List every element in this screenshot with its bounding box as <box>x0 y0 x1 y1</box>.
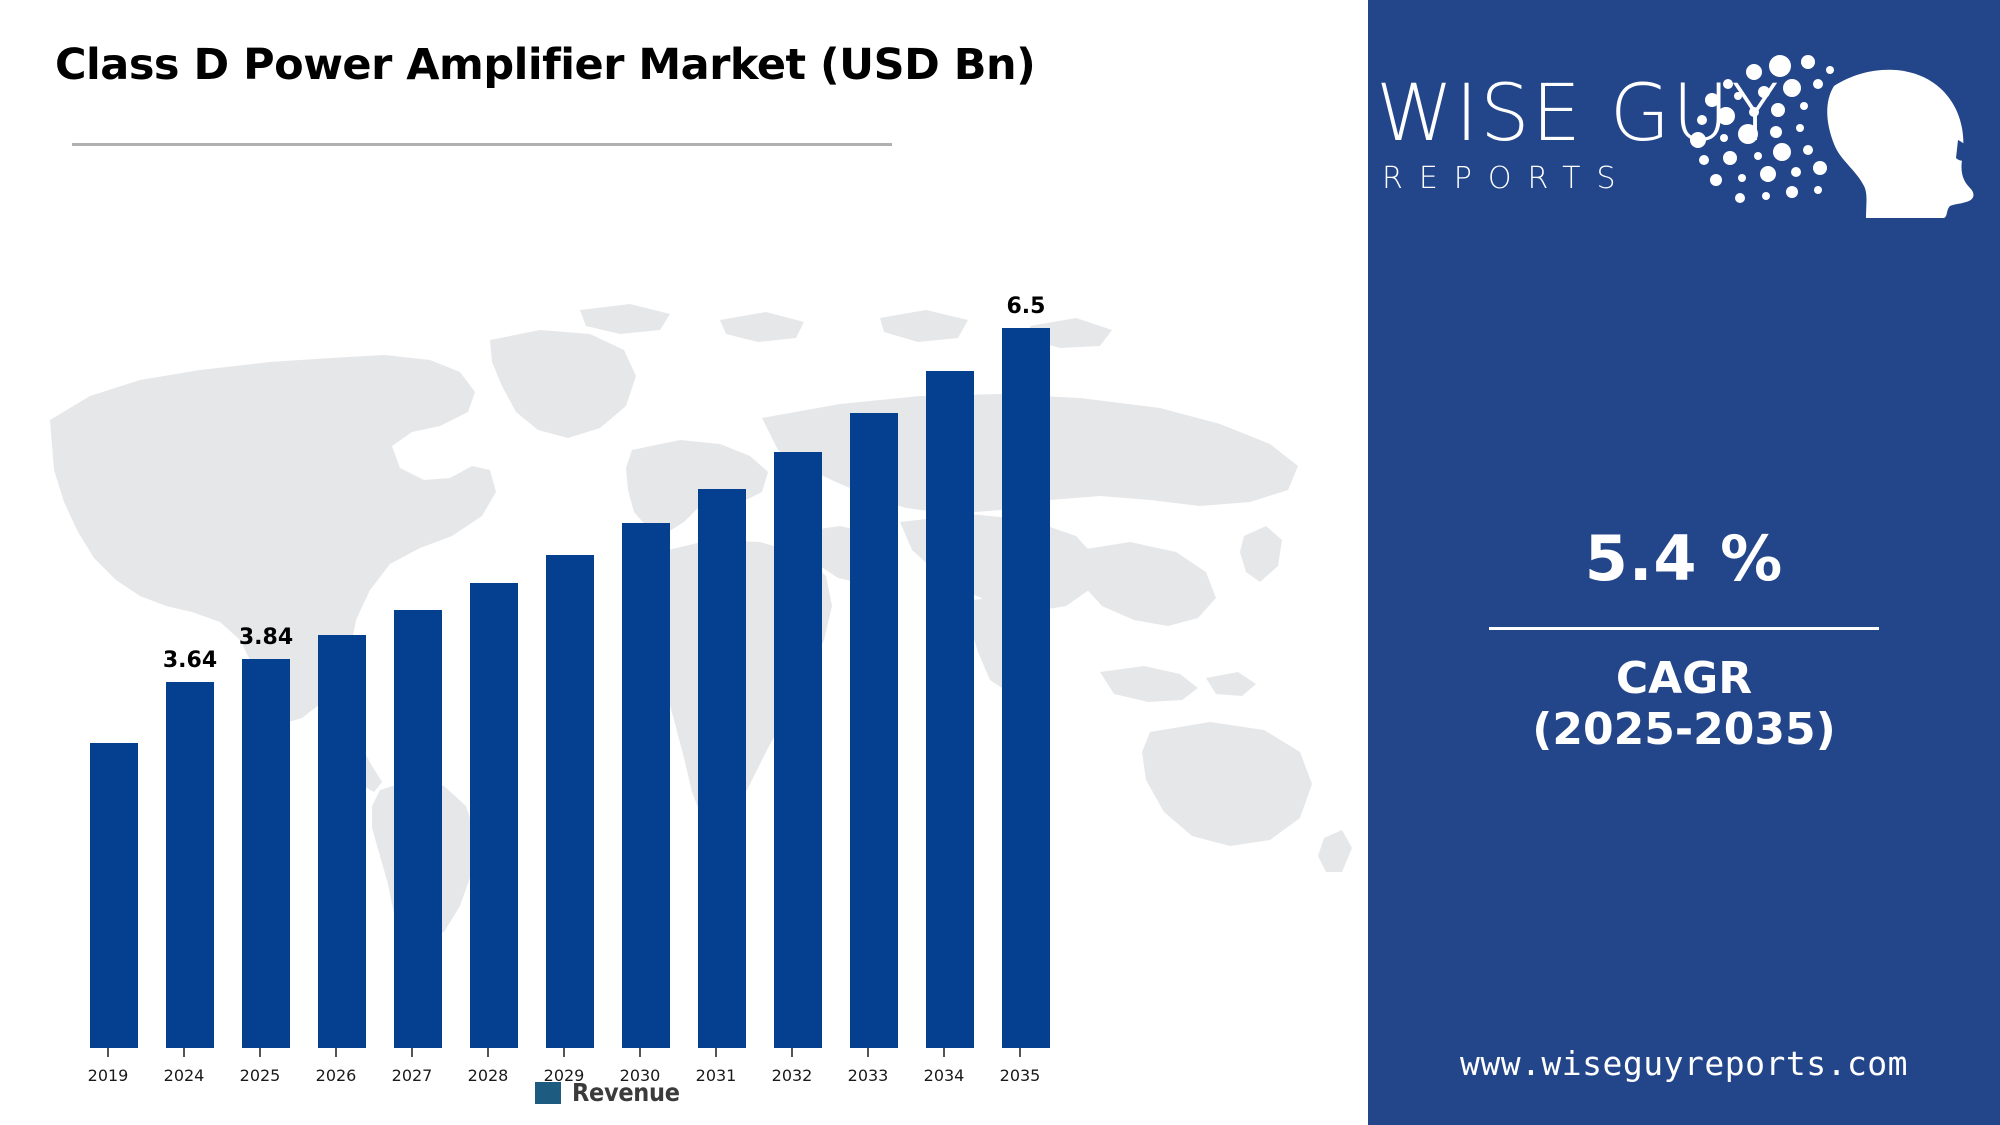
tick-2033 <box>867 1048 869 1057</box>
tick-2025 <box>259 1048 261 1057</box>
tick-2030 <box>639 1048 641 1057</box>
title-divider <box>72 143 892 146</box>
tick-2027 <box>411 1048 413 1057</box>
x-axis-label-2035: 2035 <box>999 1066 1041 1085</box>
bar-rect-2025 <box>242 659 290 1048</box>
bar-value-2035: 6.5 <box>1006 294 1046 319</box>
cagr-value: 5.4 % <box>1584 522 1784 595</box>
bar-value-2025: 3.84 <box>238 625 294 650</box>
x-axis-label-2024: 2024 <box>163 1066 205 1085</box>
tick-2035 <box>1019 1048 1021 1057</box>
bar-rect-2026 <box>318 635 366 1048</box>
x-axis-label-2027: 2027 <box>391 1066 433 1085</box>
bar-2034[interactable] <box>919 361 981 1048</box>
tick-2024 <box>183 1048 185 1057</box>
svg-text:WISE GUY: WISE GUY <box>1376 69 1781 159</box>
cagr-block: 5.4 % CAGR (2025-2035) <box>1368 522 2000 755</box>
bar-2025[interactable]: 3.84 <box>235 627 297 1048</box>
legend-swatch-icon <box>535 1081 561 1104</box>
bar-rect-2030 <box>622 523 670 1048</box>
x-axis-label-2030: 2030 <box>619 1066 661 1085</box>
bar-2019[interactable] <box>83 733 145 1048</box>
x-axis-label-2028: 2028 <box>467 1066 509 1085</box>
bar-2030[interactable] <box>615 513 677 1048</box>
bar-2027[interactable] <box>387 600 449 1048</box>
x-axis-label-2033: 2033 <box>847 1066 889 1085</box>
bar-2029[interactable] <box>539 545 601 1048</box>
bar-chart-plot: 3.64 3.84 <box>83 296 1057 1107</box>
x-axis-label-2026: 2026 <box>315 1066 357 1085</box>
bar-rect-2032 <box>774 452 822 1048</box>
svg-text:REPORTS: REPORTS <box>1382 161 1632 196</box>
cagr-label: CAGR <box>1615 653 1753 705</box>
bar-2028[interactable] <box>463 573 525 1048</box>
bar-rect-2024 <box>166 682 214 1048</box>
x-axis-label-2019: 2019 <box>87 1066 129 1085</box>
bar-rect-2027 <box>394 610 442 1048</box>
legend-label-revenue: Revenue <box>572 1078 680 1107</box>
chart-panel: Class D Power Amplifier Market (USD Bn) <box>50 40 1352 1107</box>
x-axis-label-2034: 2034 <box>923 1066 965 1085</box>
bar-rect-2035 <box>1002 328 1050 1048</box>
chart-legend[interactable]: Revenue <box>535 1078 680 1107</box>
tick-2031 <box>715 1048 717 1057</box>
bar-rect-2019 <box>90 743 138 1048</box>
tick-2032 <box>791 1048 793 1057</box>
cagr-divider <box>1489 627 1879 631</box>
bar-2026[interactable] <box>311 625 373 1048</box>
cagr-period: (2025-2035) <box>1532 703 1836 755</box>
bar-rect-2029 <box>546 555 594 1048</box>
bar-rect-2028 <box>470 583 518 1048</box>
bar-rect-2033 <box>850 413 898 1048</box>
bar-value-2024: 3.64 <box>162 648 218 673</box>
bar-2031[interactable] <box>691 479 753 1048</box>
wiseguy-reports-logo[interactable]: WISE GUY REPORTS <box>1368 48 2000 218</box>
bar-2032[interactable] <box>767 442 829 1048</box>
x-axis-label-2025: 2025 <box>239 1066 281 1085</box>
bar-2033[interactable] <box>843 403 905 1048</box>
tick-2029 <box>563 1048 565 1057</box>
bar-2024[interactable]: 3.64 <box>159 650 221 1048</box>
x-axis-label-2031: 2031 <box>695 1066 737 1085</box>
bar-2035[interactable]: 6.5 <box>995 296 1057 1048</box>
tick-2034 <box>943 1048 945 1057</box>
tick-2028 <box>487 1048 489 1057</box>
bar-rect-2034 <box>926 371 974 1048</box>
page-title: Class D Power Amplifier Market (USD Bn) <box>55 40 1036 90</box>
bar-rect-2031 <box>698 489 746 1048</box>
brand-panel: WISE GUY REPORTS <box>1368 0 2000 1125</box>
website-url[interactable]: www.wiseguyreports.com <box>1459 1044 1909 1083</box>
tick-2026 <box>335 1048 337 1057</box>
x-axis-label-2029: 2029 <box>543 1066 585 1085</box>
tick-2019 <box>107 1048 109 1057</box>
x-axis-label-2032: 2032 <box>771 1066 813 1085</box>
